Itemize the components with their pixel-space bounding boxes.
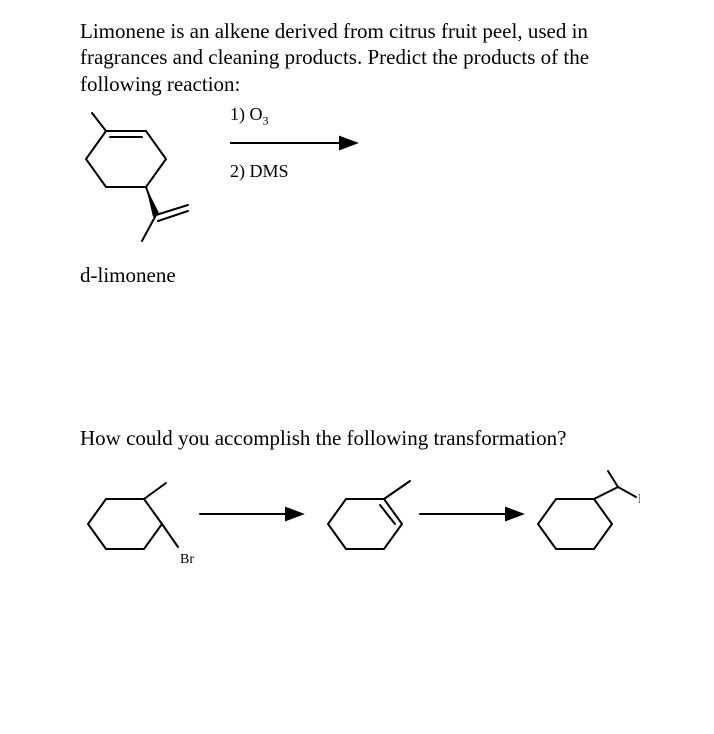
reagent-top: 1) O — [230, 104, 263, 124]
br-label-a: Br — [180, 552, 194, 567]
q1-figure: 1) O3 2) DMS d-limonene — [80, 105, 634, 305]
q2-text: How could you accomplish the following t… — [80, 425, 634, 451]
reaction-arrow-icon — [230, 133, 360, 153]
reagent-top-sub: 3 — [263, 113, 269, 127]
br-label-c: Br — [638, 492, 640, 507]
q2-figure: Br — [80, 459, 634, 639]
limonene-structure — [70, 101, 220, 271]
q1-text: Limonene is an alkene derived from citru… — [80, 18, 634, 97]
limonene-label: d-limonene — [80, 263, 176, 288]
reagent-bottom: 2) DMS — [230, 162, 289, 180]
